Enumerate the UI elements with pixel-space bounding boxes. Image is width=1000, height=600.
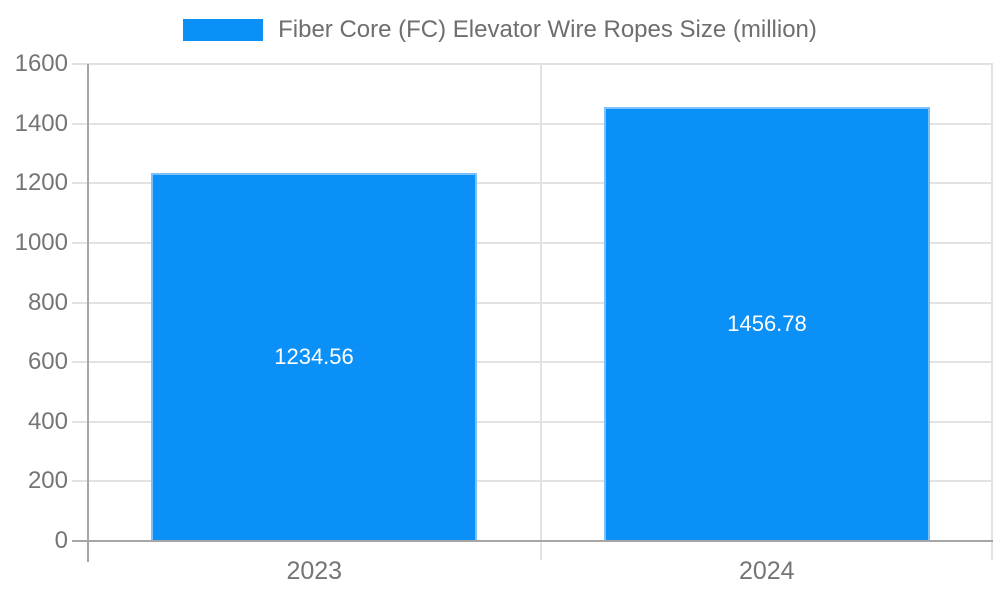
bar — [604, 106, 930, 541]
y-tick-label: 200 — [27, 467, 68, 495]
bar — [151, 172, 477, 541]
x-axis-line — [72, 540, 993, 542]
y-tick-label: 400 — [27, 407, 68, 435]
x-tick-label: 2023 — [286, 557, 343, 585]
y-gridline — [72, 420, 993, 423]
y-tick-label: 600 — [27, 348, 68, 376]
legend-label: Fiber Core (FC) Elevator Wire Ropes Size… — [278, 16, 817, 43]
y-tick-label: 1200 — [14, 169, 68, 197]
legend-swatch — [183, 19, 264, 41]
x-tick-label: 2024 — [738, 557, 795, 585]
y-tick-label: 1600 — [14, 50, 68, 77]
y-gridline — [72, 63, 993, 65]
y-gridline — [72, 122, 993, 125]
bar-value-label: 1234.56 — [274, 344, 354, 369]
y-tick-label: 1000 — [14, 228, 68, 256]
x-tick-mark — [539, 541, 542, 560]
y-gridline — [72, 480, 993, 483]
plot-right-border — [991, 64, 993, 541]
plot-area: 0 200 400 600 800 1000 1200 1400 1600 1234.56 2023… — [15, 50, 993, 585]
y-tick-label: 0 — [54, 527, 68, 554]
legend: Fiber Core (FC) Elevator Wire Ropes Size… — [0, 16, 1000, 44]
x-tick-mark — [991, 541, 993, 560]
y-tick-label: 800 — [27, 288, 68, 316]
bar-value-label: 1456.78 — [727, 311, 807, 336]
y-tick-label: 1400 — [14, 109, 68, 137]
y-gridline — [72, 182, 993, 185]
y-axis-line — [87, 64, 89, 562]
y-gridline — [72, 361, 993, 364]
y-gridline — [72, 301, 993, 304]
category-separator — [539, 64, 542, 541]
y-gridline — [72, 241, 993, 244]
